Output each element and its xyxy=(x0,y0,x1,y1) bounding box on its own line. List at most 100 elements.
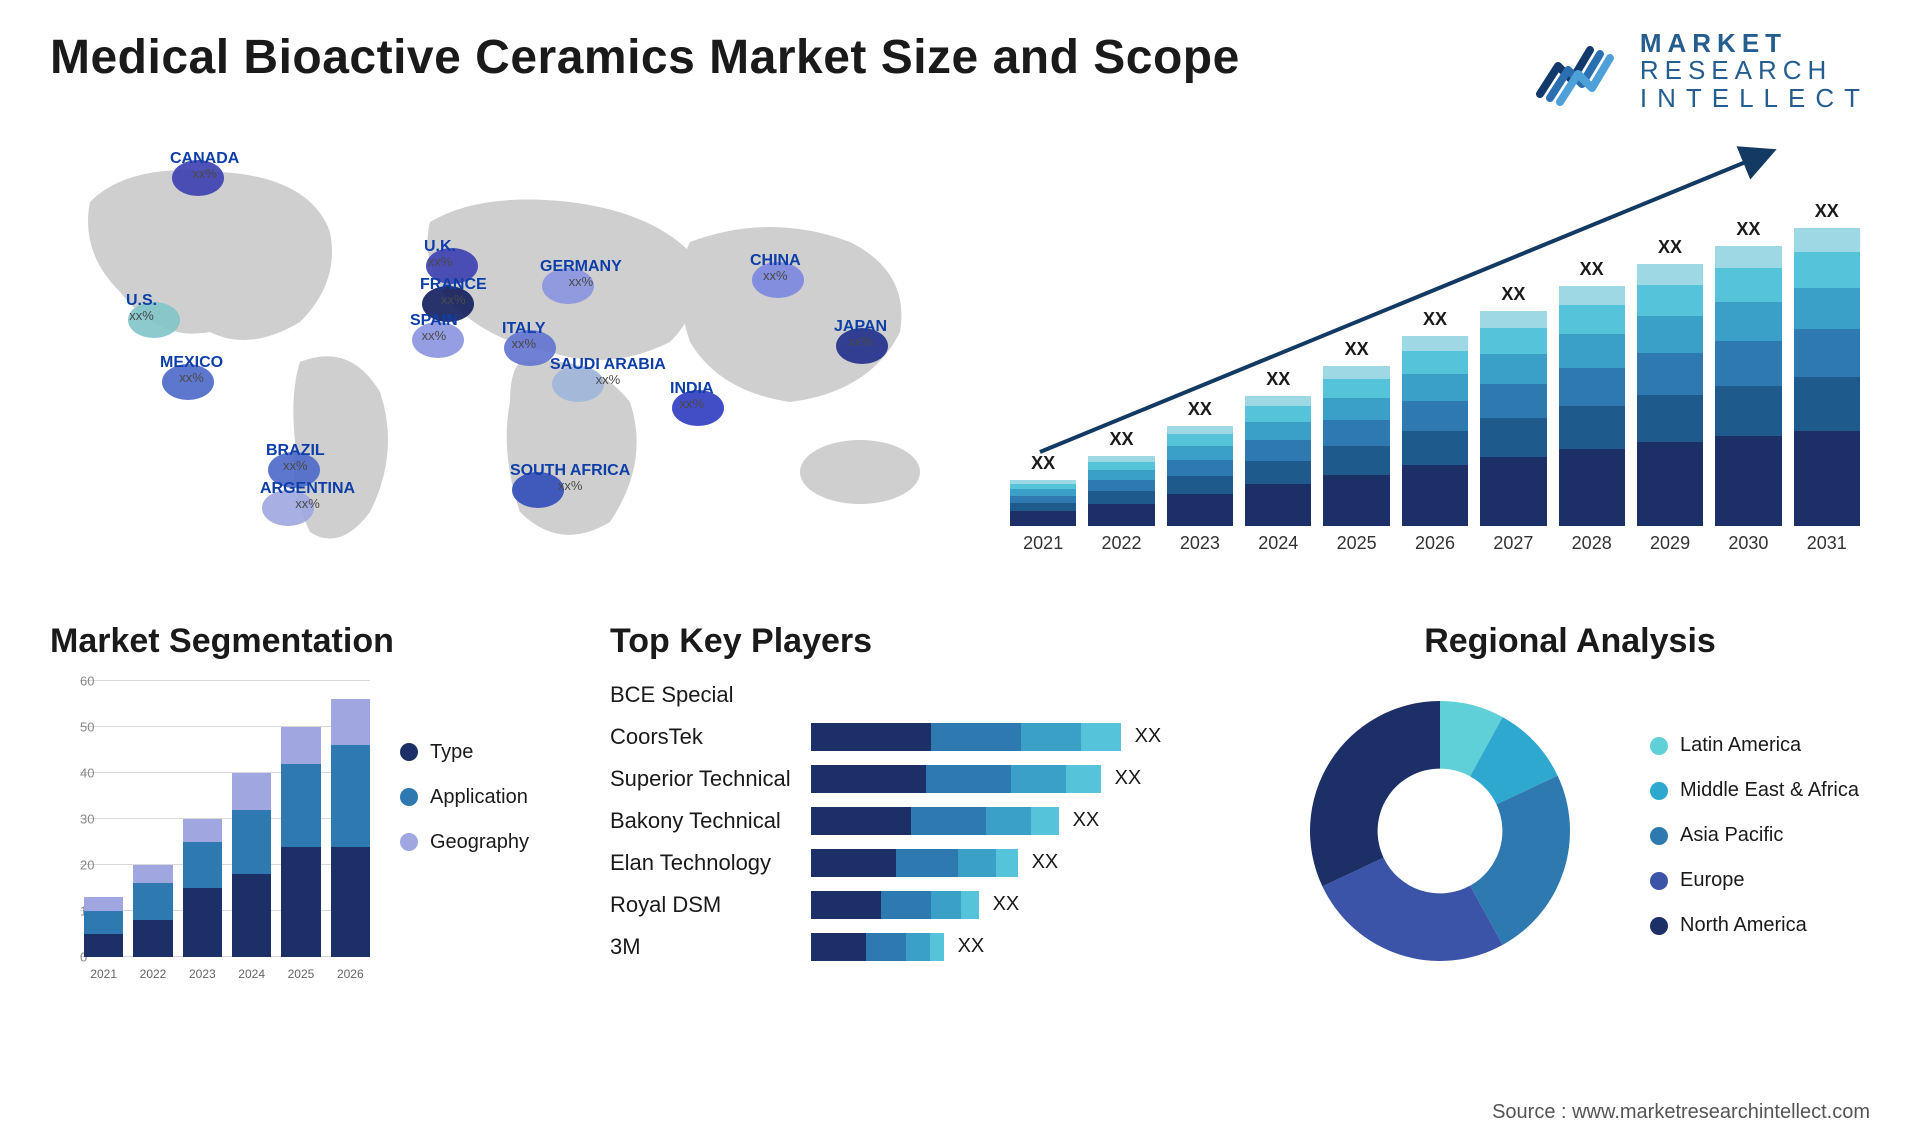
forecast-bar-value: XX xyxy=(1815,201,1839,222)
player-value-label: XX xyxy=(1073,809,1100,832)
forecast-year-label: 2026 xyxy=(1402,533,1468,554)
segmentation-legend-item: Application xyxy=(400,786,529,809)
player-value-label: XX xyxy=(1135,725,1162,748)
logo-mark-icon xyxy=(1536,36,1626,106)
segmentation-panel: Market Segmentation 0102030405060 202120… xyxy=(50,622,570,1022)
forecast-bar-value: XX xyxy=(1110,429,1134,450)
forecast-year-label: 2025 xyxy=(1323,533,1389,554)
seg-year-label: 2022 xyxy=(133,967,172,981)
forecast-chart: XXXXXXXXXXXXXXXXXXXXXX 20212022202320242… xyxy=(1010,142,1870,562)
page-title: Medical Bioactive Ceramics Market Size a… xyxy=(50,30,1240,85)
forecast-bar: XX xyxy=(1794,228,1860,526)
forecast-bar-value: XX xyxy=(1580,259,1604,280)
seg-year-label: 2025 xyxy=(281,967,320,981)
source-label: Source : www.marketresearchintellect.com xyxy=(1492,1101,1870,1124)
forecast-bar-value: XX xyxy=(1345,339,1369,360)
forecast-bar: XX xyxy=(1245,396,1311,526)
map-country-label: FRANCExx% xyxy=(420,276,487,308)
map-country-label: U.K.xx% xyxy=(424,238,456,270)
player-bar: XX xyxy=(811,765,1230,793)
segmentation-bar xyxy=(331,699,370,957)
player-value-label: XX xyxy=(958,935,985,958)
regional-legend-item: North America xyxy=(1650,914,1859,937)
map-country-label: U.S.xx% xyxy=(126,292,157,324)
forecast-bar: XX xyxy=(1167,426,1233,526)
forecast-year-label: 2029 xyxy=(1637,533,1703,554)
player-value-label: XX xyxy=(993,893,1020,916)
players-panel: Top Key Players BCE SpecialCoorsTekSuper… xyxy=(610,622,1230,1022)
forecast-year-label: 2023 xyxy=(1167,533,1233,554)
forecast-year-label: 2021 xyxy=(1010,533,1076,554)
forecast-bar: XX xyxy=(1480,311,1546,526)
forecast-year-label: 2031 xyxy=(1794,533,1860,554)
map-country-label: MEXICOxx% xyxy=(160,354,223,386)
player-name: BCE Special xyxy=(610,681,791,709)
segmentation-bar xyxy=(232,773,271,957)
forecast-bar: XX xyxy=(1715,246,1781,526)
player-name: Elan Technology xyxy=(610,849,791,877)
regional-legend-item: Europe xyxy=(1650,869,1859,892)
regional-title: Regional Analysis xyxy=(1270,622,1870,661)
forecast-bar-value: XX xyxy=(1736,219,1760,240)
player-bar xyxy=(811,681,1230,709)
forecast-bar: XX xyxy=(1088,456,1154,526)
regional-legend: Latin America Middle East & Africa Asia Pa… xyxy=(1650,724,1859,937)
forecast-year-label: 2028 xyxy=(1559,533,1625,554)
world-map-icon xyxy=(50,142,950,562)
forecast-bar: XX xyxy=(1323,366,1389,526)
forecast-bar-value: XX xyxy=(1266,369,1290,390)
segmentation-bar xyxy=(183,819,222,957)
regional-legend-item: Middle East & Africa xyxy=(1650,779,1859,802)
forecast-year-label: 2024 xyxy=(1245,533,1311,554)
logo-line1: MARKET xyxy=(1640,30,1870,57)
player-name: Superior Technical xyxy=(610,765,791,793)
map-country-label: JAPANxx% xyxy=(834,318,887,350)
segmentation-legend-item: Geography xyxy=(400,831,529,854)
player-value-label: XX xyxy=(1115,767,1142,790)
player-bar: XX xyxy=(811,891,1230,919)
regional-legend-item: Latin America xyxy=(1650,734,1859,757)
forecast-bar: XX xyxy=(1402,336,1468,526)
player-bar: XX xyxy=(811,723,1230,751)
forecast-bar-value: XX xyxy=(1658,237,1682,258)
map-country-label: BRAZILxx% xyxy=(266,442,325,474)
player-bar: XX xyxy=(811,933,1230,961)
map-country-label: ITALYxx% xyxy=(502,320,546,352)
map-country-label: SAUDI ARABIAxx% xyxy=(550,356,666,388)
player-name: CoorsTek xyxy=(610,723,791,751)
seg-year-label: 2023 xyxy=(183,967,222,981)
logo-line2: RESEARCH xyxy=(1640,57,1870,84)
forecast-year-label: 2030 xyxy=(1715,533,1781,554)
segmentation-legend-item: Type xyxy=(400,741,529,764)
segmentation-title: Market Segmentation xyxy=(50,622,570,661)
player-value-label: XX xyxy=(1032,851,1059,874)
forecast-bar: XX xyxy=(1559,286,1625,526)
forecast-bar: XX xyxy=(1637,264,1703,526)
player-name: Royal DSM xyxy=(610,891,791,919)
player-name: 3M xyxy=(610,933,791,961)
map-country-label: SPAINxx% xyxy=(410,312,458,344)
segmentation-bar xyxy=(281,727,320,957)
brand-logo: MARKET RESEARCH INTELLECT xyxy=(1536,30,1870,112)
segmentation-bar xyxy=(84,897,123,957)
segmentation-bar xyxy=(133,865,172,957)
seg-year-label: 2024 xyxy=(232,967,271,981)
segmentation-chart: 0102030405060 202120222023202420252026 xyxy=(50,681,370,981)
logo-line3: INTELLECT xyxy=(1640,85,1870,112)
map-country-label: CHINAxx% xyxy=(750,252,801,284)
segmentation-legend: Type Application Geography xyxy=(400,681,529,981)
map-country-label: GERMANYxx% xyxy=(540,258,622,290)
map-country-label: SOUTH AFRICAxx% xyxy=(510,462,630,494)
forecast-bar-value: XX xyxy=(1031,453,1055,474)
world-map-panel: CANADAxx%U.S.xx%MEXICOxx%BRAZILxx%ARGENT… xyxy=(50,142,950,562)
player-bar: XX xyxy=(811,807,1230,835)
forecast-bar-value: XX xyxy=(1501,284,1525,305)
forecast-year-label: 2022 xyxy=(1088,533,1154,554)
regional-panel: Regional Analysis Latin America Middle Ea… xyxy=(1270,622,1870,1022)
seg-year-label: 2026 xyxy=(331,967,370,981)
player-name: Bakony Technical xyxy=(610,807,791,835)
forecast-year-label: 2027 xyxy=(1480,533,1546,554)
regional-legend-item: Asia Pacific xyxy=(1650,824,1859,847)
map-country-label: ARGENTINAxx% xyxy=(260,480,355,512)
regional-donut-chart xyxy=(1270,681,1610,981)
